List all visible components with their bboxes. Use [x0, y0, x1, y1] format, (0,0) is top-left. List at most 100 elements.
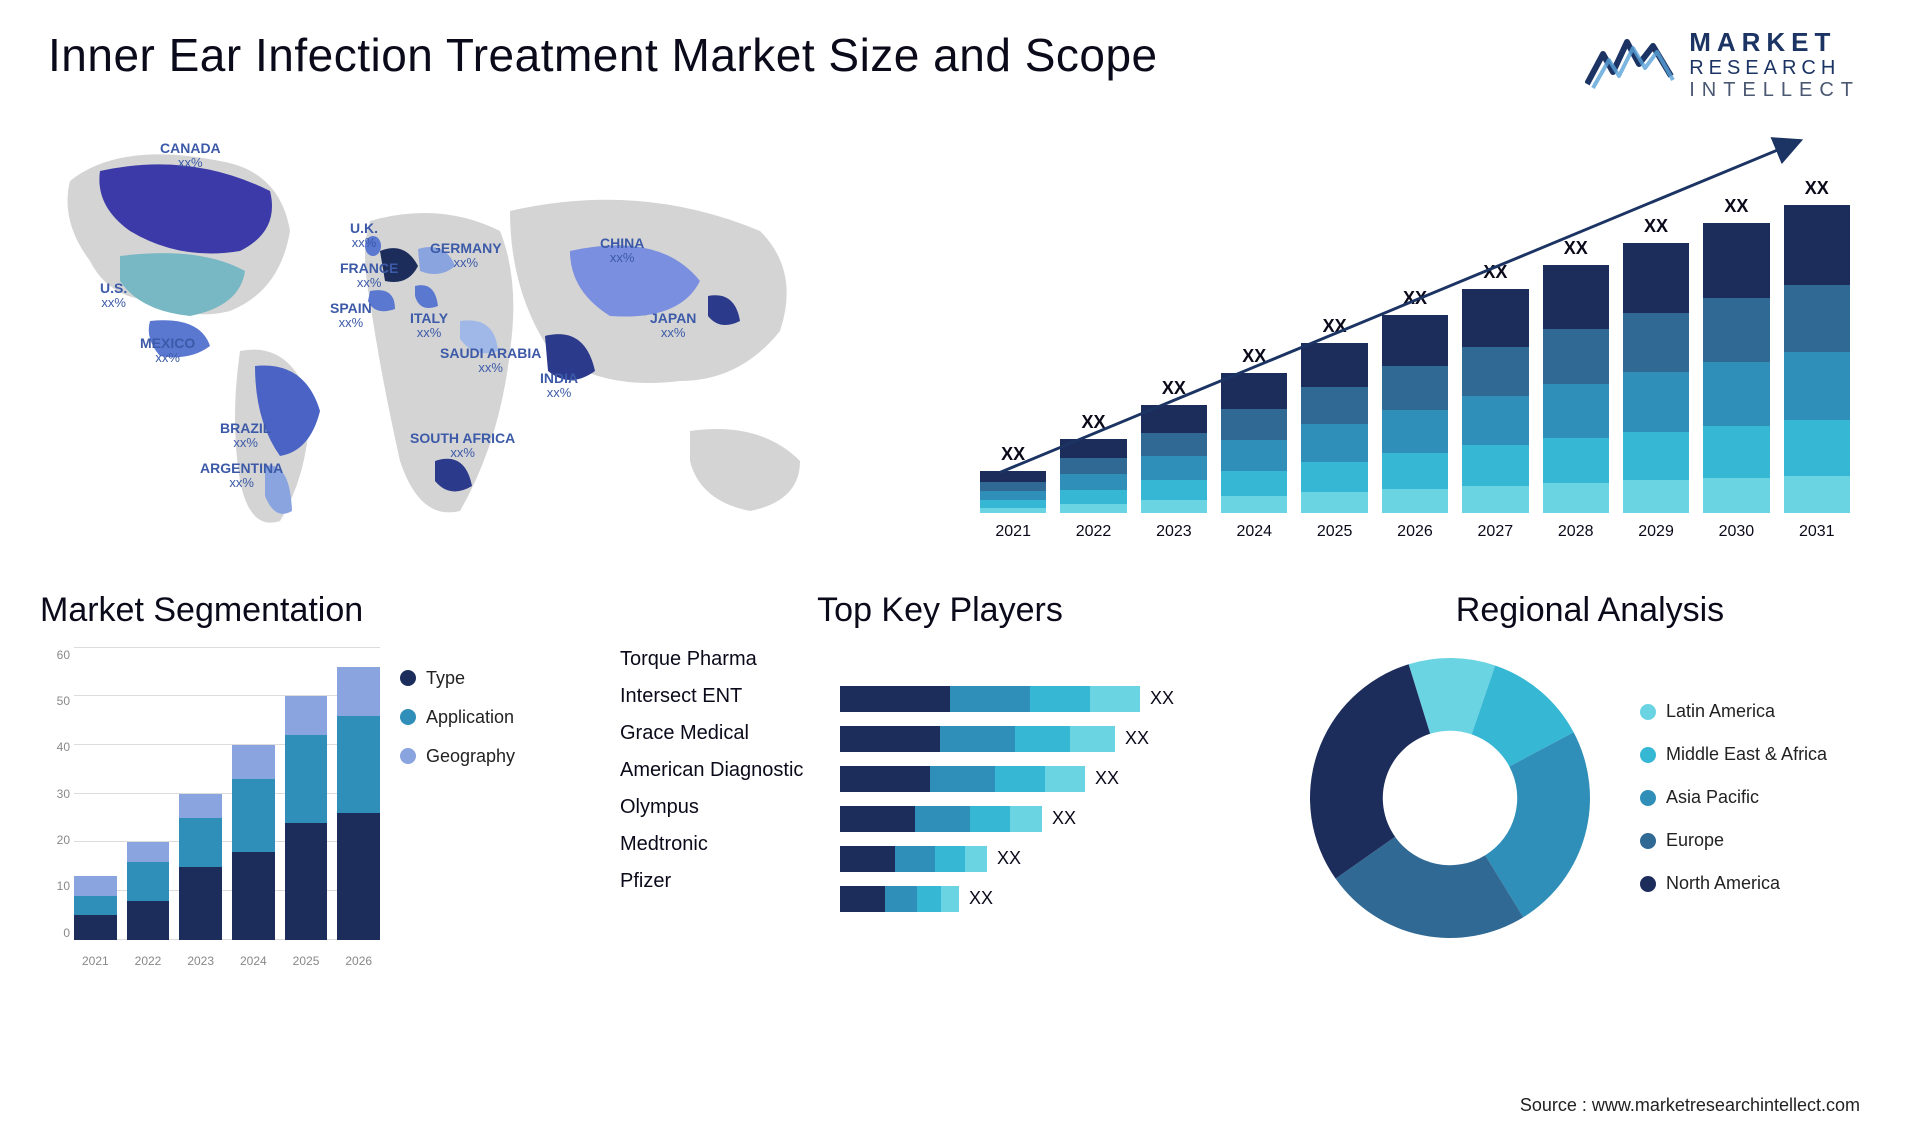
forecast-bar-value: XX	[1082, 412, 1106, 433]
segmentation-bar	[337, 667, 380, 940]
map-label: MEXICOxx%	[140, 336, 195, 366]
legend-dot-icon	[400, 670, 416, 686]
segmentation-bar	[74, 876, 117, 939]
segmentation-year-label: 2022	[127, 954, 170, 968]
legend-label: North America	[1666, 873, 1780, 894]
map-label: GERMANYxx%	[430, 241, 502, 271]
legend-dot-icon	[400, 709, 416, 725]
segmentation-bar	[232, 745, 275, 940]
segmentation-chart: 0102030405060 202120222023202420252026	[40, 648, 380, 968]
key-player-name: Pfizer	[620, 870, 830, 893]
legend-label: Latin America	[1666, 701, 1775, 722]
legend-dot-icon	[1640, 704, 1656, 720]
legend-item: Europe	[1640, 830, 1827, 851]
forecast-bar-value: XX	[1242, 346, 1266, 367]
segmentation-year-label: 2025	[285, 954, 328, 968]
key-player-value: XX	[997, 848, 1021, 869]
legend-item: Type	[400, 668, 515, 689]
key-player-name: Intersect ENT	[620, 685, 830, 708]
segmentation-bar	[285, 696, 328, 939]
forecast-year-label: 2028	[1543, 523, 1609, 541]
world-map-icon	[40, 121, 940, 541]
key-players-title: Top Key Players	[620, 591, 1260, 630]
key-player-value: XX	[1095, 768, 1119, 789]
forecast-year-label: 2022	[1060, 523, 1126, 541]
forecast-year-label: 2027	[1462, 523, 1528, 541]
map-label: ARGENTINAxx%	[200, 461, 283, 491]
key-player-bar: XX	[840, 686, 1260, 712]
regional-title: Regional Analysis	[1300, 591, 1880, 630]
legend-item: North America	[1640, 873, 1827, 894]
forecast-bar: XX	[1141, 378, 1207, 513]
source-label: Source : www.marketresearchintellect.com	[1520, 1095, 1860, 1116]
key-player-name: American Diagnostic	[620, 759, 830, 782]
brand-text: MARKET RESEARCH INTELLECT	[1689, 28, 1860, 101]
legend-item: Latin America	[1640, 701, 1827, 722]
segmentation-panel: Market Segmentation 0102030405060 202120…	[40, 591, 580, 968]
legend-dot-icon	[1640, 833, 1656, 849]
donut-slice	[1310, 664, 1430, 878]
map-label: SAUDI ARABIAxx%	[440, 346, 541, 376]
legend-item: Geography	[400, 746, 515, 767]
forecast-bar-value: XX	[1564, 238, 1588, 259]
brand-line1: MARKET	[1689, 28, 1860, 57]
brand-logo-block: MARKET RESEARCH INTELLECT	[1585, 28, 1860, 101]
legend-label: Europe	[1666, 830, 1724, 851]
key-player-bar: XX	[840, 846, 1260, 872]
map-label: SPAINxx%	[330, 301, 372, 331]
legend-dot-icon	[1640, 876, 1656, 892]
map-label: CANADAxx%	[160, 141, 221, 171]
map-label: CHINAxx%	[600, 236, 644, 266]
forecast-bar: XX	[1382, 288, 1448, 513]
forecast-year-label: 2029	[1623, 523, 1689, 541]
forecast-bar: XX	[1221, 346, 1287, 513]
forecast-year-label: 2025	[1301, 523, 1367, 541]
key-player-bar: XX	[840, 806, 1260, 832]
key-player-value: XX	[969, 888, 993, 909]
forecast-year-label: 2031	[1784, 523, 1850, 541]
key-players-bars: XXXXXXXXXXXX	[840, 648, 1260, 912]
map-label: BRAZILxx%	[220, 421, 271, 451]
key-player-name: Olympus	[620, 796, 830, 819]
legend-dot-icon	[1640, 790, 1656, 806]
key-player-bar: XX	[840, 766, 1260, 792]
world-map-panel: CANADAxx% U.S.xx% MEXICOxx% BRAZILxx% ARGENT…	[40, 121, 940, 541]
page-title: Inner Ear Infection Treatment Market Siz…	[48, 28, 1158, 82]
forecast-bar-value: XX	[1483, 262, 1507, 283]
forecast-bar: XX	[1784, 178, 1850, 513]
legend-label: Asia Pacific	[1666, 787, 1759, 808]
key-player-name: Grace Medical	[620, 722, 830, 745]
forecast-year-label: 2024	[1221, 523, 1287, 541]
map-label: INDIAxx%	[540, 371, 578, 401]
map-label: ITALYxx%	[410, 311, 448, 341]
key-player-name: Medtronic	[620, 833, 830, 856]
regional-panel: Regional Analysis Latin America Middle Ea…	[1300, 591, 1880, 968]
brand-line2: RESEARCH	[1689, 57, 1860, 79]
map-label: U.S.xx%	[100, 281, 127, 311]
forecast-year-label: 2030	[1703, 523, 1769, 541]
regional-donut	[1300, 648, 1600, 948]
legend-dot-icon	[1640, 747, 1656, 763]
segmentation-year-label: 2021	[74, 954, 117, 968]
key-players-names: Torque PharmaIntersect ENTGrace MedicalA…	[620, 648, 830, 912]
forecast-year-label: 2026	[1382, 523, 1448, 541]
forecast-bar: XX	[1301, 316, 1367, 513]
legend-label: Geography	[426, 746, 515, 767]
key-player-value: XX	[1150, 688, 1174, 709]
segmentation-year-label: 2023	[179, 954, 222, 968]
legend-item: Middle East & Africa	[1640, 744, 1827, 765]
legend-label: Application	[426, 707, 514, 728]
legend-label: Middle East & Africa	[1666, 744, 1827, 765]
segmentation-bar	[179, 794, 222, 940]
forecast-bar: XX	[1703, 196, 1769, 513]
segmentation-year-label: 2024	[232, 954, 275, 968]
regional-legend: Latin America Middle East & Africa Asia Pa…	[1640, 701, 1827, 894]
forecast-year-label: 2021	[980, 523, 1046, 541]
map-label: FRANCExx%	[340, 261, 398, 291]
forecast-bar: XX	[1462, 262, 1528, 513]
forecast-bar-value: XX	[1724, 196, 1748, 217]
forecast-bar: XX	[1623, 216, 1689, 513]
forecast-chart-panel: XXXXXXXXXXXXXXXXXXXXXX 20212022202320242…	[980, 121, 1880, 541]
brand-logo-icon	[1585, 34, 1675, 94]
forecast-bar: XX	[1543, 238, 1609, 513]
